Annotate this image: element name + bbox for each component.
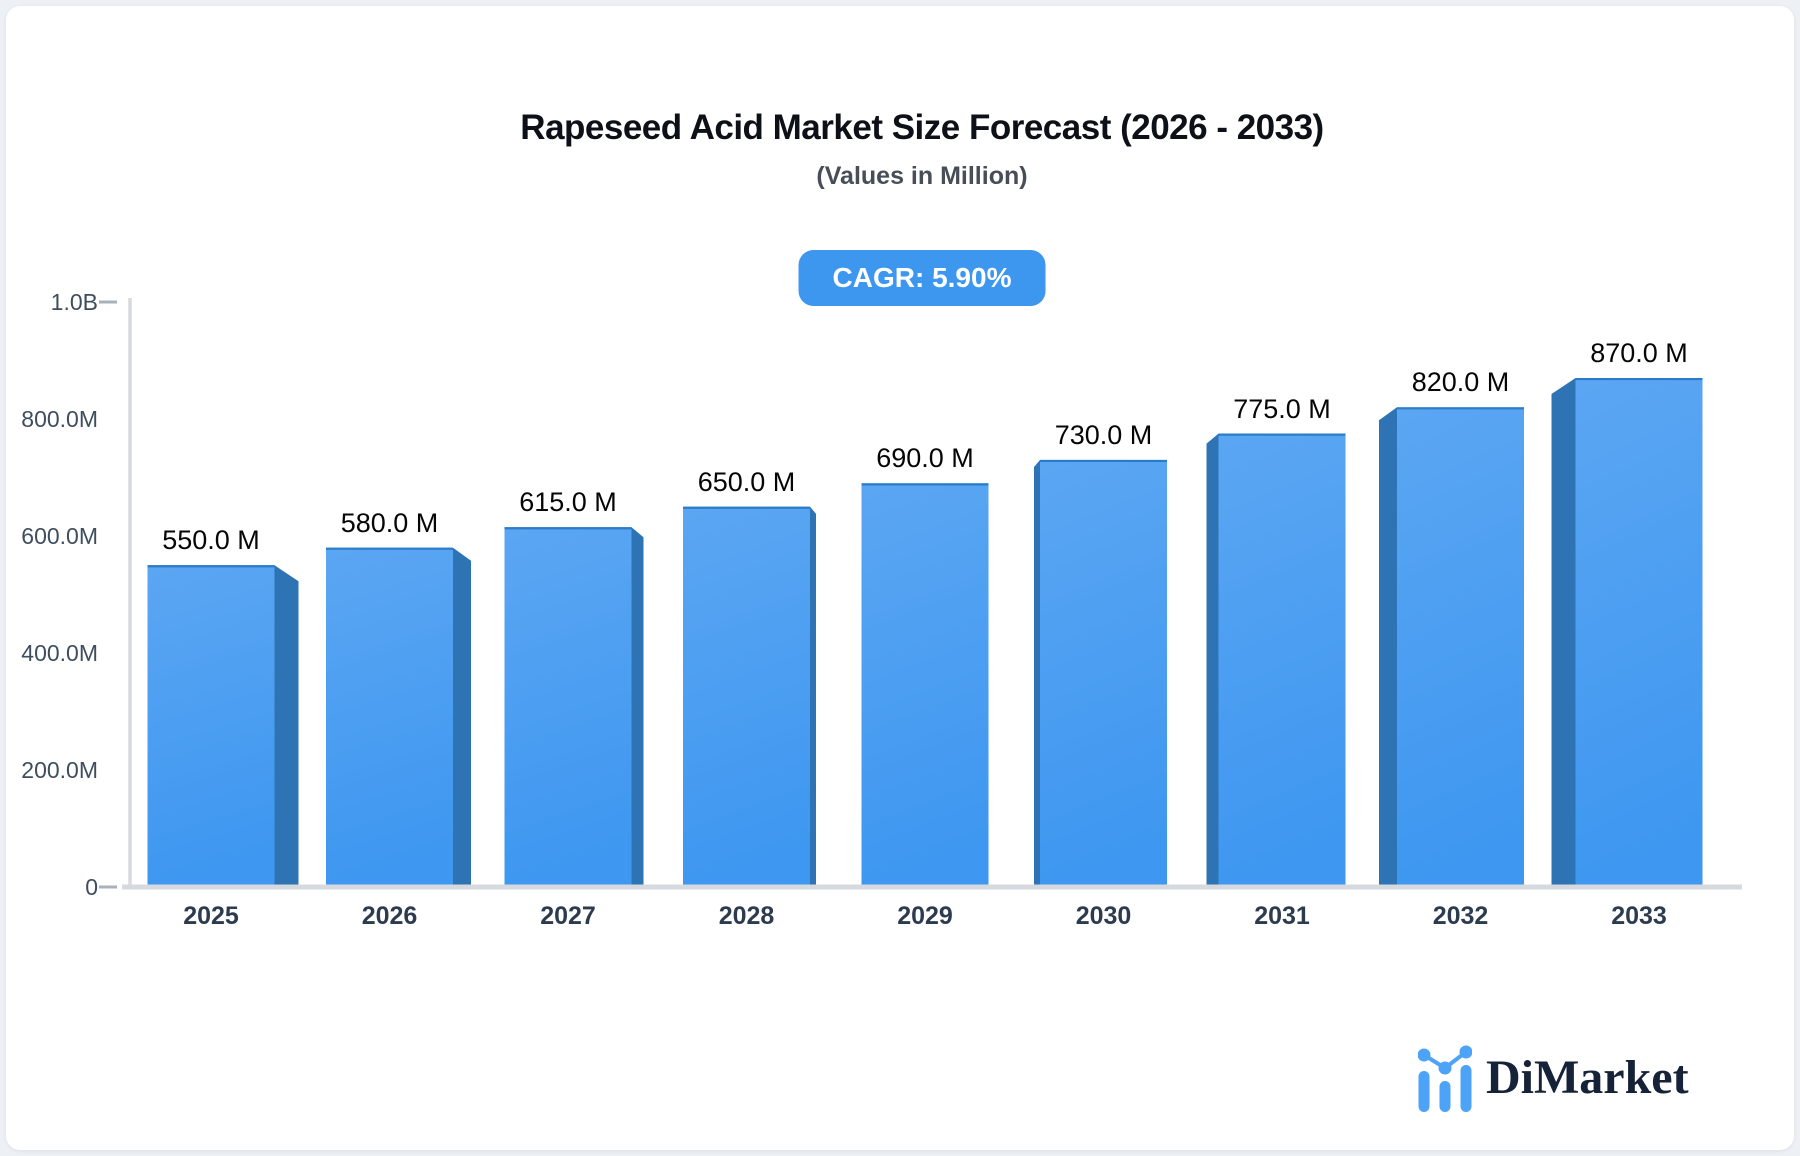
bar-2029 (861, 483, 989, 887)
bar-value-label: 580.0 M (340, 507, 439, 538)
bar-value-label: 820.0 M (1411, 367, 1510, 398)
y-axis-label: 600.0M (21, 523, 98, 549)
bar-2033 (1575, 378, 1703, 887)
bar-side-face (810, 506, 816, 887)
bar-side-face (1034, 459, 1040, 887)
bar-2032 (1397, 407, 1524, 887)
x-axis-label: 2033 (1611, 902, 1667, 930)
bar-2030 (1040, 459, 1167, 887)
axes-group (99, 298, 1742, 890)
bar-2028 (683, 506, 810, 887)
bar-value-label: 550.0 M (162, 525, 260, 556)
cagr-badge: CAGR: 5.90% (798, 250, 1046, 306)
x-axis-label: 2027 (540, 902, 596, 930)
brand-name: DiMarket (1486, 1051, 1689, 1104)
bar-value-label: 730.0 M (1054, 419, 1153, 450)
bar-side-face (631, 527, 644, 887)
y-axis-label: 0 (85, 874, 98, 900)
brand-logo: DiMarket (1418, 1043, 1689, 1113)
bar-2031 (1218, 433, 1346, 887)
x-axis-label: 2028 (718, 902, 775, 930)
bar-value-label: 870.0 M (1590, 338, 1688, 369)
bar-2025 (147, 565, 275, 887)
chart-title: Rapeseed Acid Market Size Forecast (2026… (520, 108, 1324, 147)
x-axis-label: 2025 (183, 902, 239, 930)
y-axis-label: 400.0M (21, 640, 98, 666)
bar-side-face (274, 565, 299, 887)
x-axis-label: 2026 (361, 902, 418, 930)
bars-group (147, 377, 1703, 887)
bar-side-face (1551, 378, 1576, 887)
bar-side-face (1206, 433, 1219, 887)
bar-side-face (1379, 407, 1397, 887)
bar-value-label: 615.0 M (519, 487, 617, 518)
chart-subtitle: (Values in Million) (816, 162, 1028, 190)
y-axis-label: 800.0M (21, 406, 98, 432)
bar-value-label: 775.0 M (1233, 393, 1331, 424)
bar-side-face (453, 547, 471, 887)
y-axis-label: 200.0M (21, 757, 98, 783)
bar-value-label: 690.0 M (876, 443, 974, 474)
x-axis-label: 2029 (897, 902, 953, 930)
x-axis-label: 2031 (1254, 902, 1310, 930)
brand-logo-icon (1418, 1045, 1472, 1112)
y-axis-label: 1.0B (50, 289, 98, 315)
x-axis-label: 2032 (1432, 902, 1489, 930)
x-axis-label: 2030 (1075, 902, 1132, 930)
bar-2026 (326, 547, 453, 887)
bar-2027 (504, 527, 632, 887)
bar-value-label: 650.0 M (697, 466, 796, 497)
